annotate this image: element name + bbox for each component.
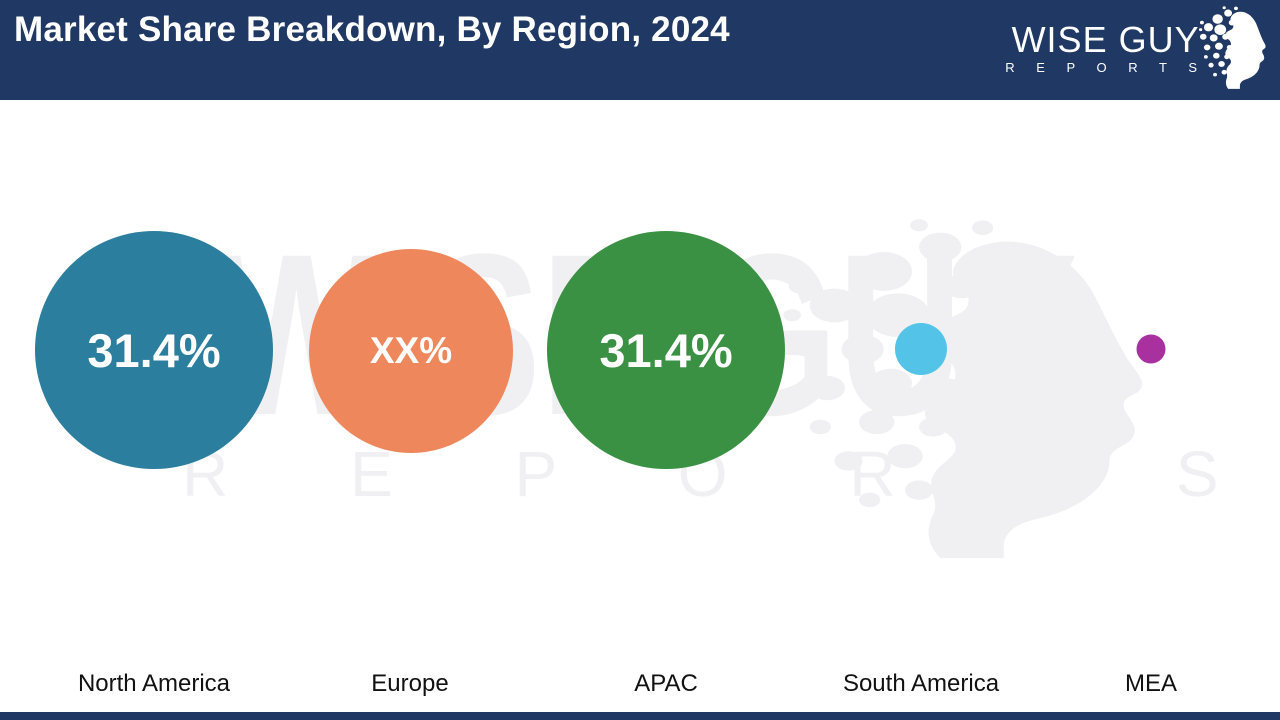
page-header: Market Share Breakdown, By Region, 2024 … [0, 0, 1280, 100]
region-label-mea: MEA [1124, 670, 1177, 697]
logo-head-icon [1198, 6, 1266, 89]
footer-bar [0, 712, 1280, 720]
region-label-europe: Europe [371, 670, 449, 697]
bubble-apac: 31.4% [547, 231, 785, 469]
region-label-south-america: South America [842, 670, 1000, 697]
bubble-europe: XX% [309, 249, 513, 453]
logo-wordmark-line2: R E P O R T S [1005, 60, 1206, 76]
watermark-head-icon [783, 219, 1143, 559]
bubble-mea [1136, 334, 1166, 364]
bubble-value-north-america: 31.4% [87, 323, 221, 377]
region-label-apac: APAC [634, 670, 698, 697]
page-title: Market Share Breakdown, By Region, 2024 [14, 10, 730, 49]
brand-logo: WISE GUY R E P O R T S [1005, 6, 1270, 90]
bubble-value-apac: 31.4% [599, 323, 733, 377]
region-label-north-america: North America [77, 670, 231, 697]
bubble-value-europe: XX% [369, 330, 453, 371]
logo-wordmark: WISE GUY R E P O R T S [1005, 18, 1206, 76]
bubble-north-america: 31.4% [35, 231, 273, 469]
bubble-south-america [895, 323, 947, 375]
logo-wordmark-line1: WISE GUY [1011, 18, 1200, 60]
